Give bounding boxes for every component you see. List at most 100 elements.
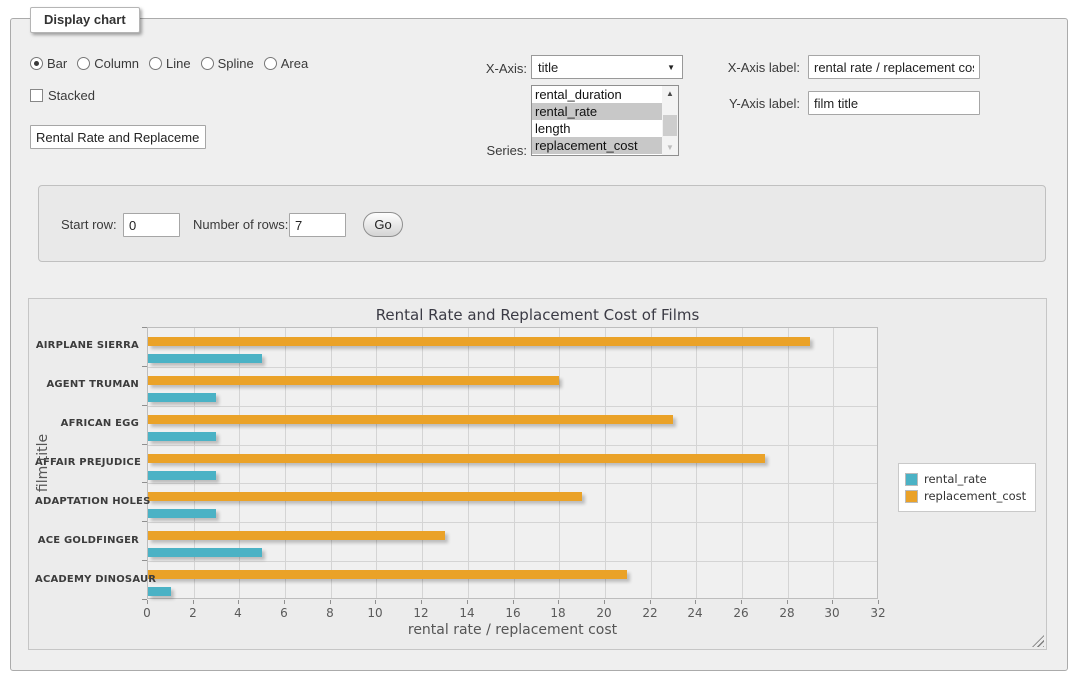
go-button[interactable]: Go — [363, 212, 403, 237]
x-tick-label: 14 — [459, 606, 475, 620]
series-option-length[interactable]: length — [535, 121, 571, 136]
radio-label: Area — [280, 56, 309, 71]
bar-rental_rate — [148, 509, 216, 518]
x-axis-label-input[interactable] — [808, 55, 980, 79]
start-row-input[interactable] — [123, 213, 180, 237]
x-axis-tick — [147, 600, 148, 604]
x-axis-tick — [787, 600, 788, 604]
legend-swatch — [905, 489, 918, 503]
x-tick-label: 22 — [642, 606, 658, 620]
radio-button[interactable] — [30, 57, 43, 70]
scrollbar-thumb[interactable] — [663, 115, 677, 136]
scrollbar-down-icon[interactable]: ▼ — [662, 140, 678, 155]
chart-type-line[interactable]: Line — [149, 56, 191, 71]
bar-rental_rate — [148, 432, 216, 441]
gridline-vertical — [376, 328, 377, 598]
legend-item-rental_rate: rental_rate — [905, 472, 1026, 486]
y-axis-tick — [142, 521, 147, 522]
x-tick-label: 6 — [280, 606, 288, 620]
chart-type-bar[interactable]: Bar — [30, 56, 67, 71]
chart-legend: rental_rate replacement_cost — [898, 463, 1037, 512]
bar-rental_rate — [148, 587, 171, 596]
bar-rental_rate — [148, 471, 216, 480]
radio-button[interactable] — [200, 57, 214, 70]
x-tick-label: 32 — [870, 606, 886, 620]
radio-label: Line — [166, 56, 191, 71]
gridline-horizontal — [148, 445, 877, 446]
start-row-label: Start row: — [61, 217, 117, 232]
chart-container: Rental Rate and Replacement Cost of Film… — [28, 298, 1047, 650]
number-of-rows-input[interactable] — [289, 213, 346, 237]
bar-replacement_cost — [148, 376, 559, 385]
y-axis-tick — [142, 366, 147, 367]
gridline-vertical — [285, 328, 286, 598]
y-axis-label-input[interactable] — [808, 91, 980, 115]
x-axis-tick — [284, 600, 285, 604]
gridline-vertical — [514, 328, 515, 598]
series-scrollbar[interactable]: ▲ ▼ — [662, 86, 678, 155]
chart-title-input[interactable] — [30, 125, 206, 149]
stacked-label: Stacked — [48, 88, 95, 103]
x-axis-tick — [741, 600, 742, 604]
y-axis-tick — [142, 599, 147, 600]
chart-type-area[interactable]: Area — [263, 56, 309, 71]
radio-button[interactable] — [77, 57, 91, 70]
x-tick-label: 24 — [687, 606, 703, 620]
x-tick-label: 16 — [505, 606, 521, 620]
stacked-checkbox-row[interactable]: Stacked — [30, 88, 95, 103]
y-axis-title: film title — [35, 433, 51, 493]
x-axis-selected-value: title — [538, 60, 559, 75]
series-option-replacement_cost[interactable]: replacement_cost — [532, 137, 663, 154]
bar-replacement_cost — [148, 531, 445, 540]
y-axis-tick — [142, 482, 147, 483]
number-of-rows-label: Number of rows: — [193, 217, 289, 232]
x-tick-label: 4 — [234, 606, 242, 620]
category-label: ADAPTATION HOLES — [35, 496, 151, 507]
gridline-vertical — [331, 328, 332, 598]
radio-label: Bar — [47, 56, 68, 71]
scrollbar-up-icon[interactable]: ▲ — [662, 86, 678, 101]
y-axis-tick — [142, 327, 147, 328]
chart-type-column[interactable]: Column — [77, 56, 139, 71]
x-axis-tick — [467, 600, 468, 604]
bar-replacement_cost — [148, 492, 582, 501]
gridline-vertical — [788, 328, 789, 598]
bar-replacement_cost — [148, 415, 673, 424]
x-tick-label: 30 — [824, 606, 840, 620]
radio-button[interactable] — [149, 57, 163, 70]
category-label: AGENT TRUMAN — [46, 379, 139, 390]
gridline-vertical — [194, 328, 195, 598]
category-label: ACE GOLDFINGER — [37, 535, 139, 546]
x-tick-label: 28 — [779, 606, 795, 620]
gridline-vertical — [422, 328, 423, 598]
stacked-checkbox[interactable] — [30, 89, 43, 102]
category-label: AFFAIR PREJUDICE — [35, 457, 141, 468]
x-axis-select[interactable]: title ▼ — [531, 55, 683, 79]
x-tick-label: 10 — [367, 606, 383, 620]
gridline-horizontal — [148, 406, 877, 407]
series-options: rental_duration rental_rate length replacem… — [532, 86, 678, 154]
gridline-horizontal — [148, 522, 877, 523]
legend-label: replacement_cost — [924, 489, 1027, 503]
legend-item-replacement_cost: replacement_cost — [905, 489, 1026, 503]
x-axis-label-label: X-Axis label: — [727, 60, 800, 75]
x-axis-tick — [832, 600, 833, 604]
y-axis-tick — [142, 405, 147, 406]
series-option-rental_rate[interactable]: rental_rate — [532, 103, 663, 120]
x-axis-tick — [513, 600, 514, 604]
x-axis-tick — [375, 600, 376, 604]
dropdown-arrow-icon: ▼ — [667, 63, 675, 72]
radio-button[interactable] — [263, 57, 277, 70]
x-axis-tick — [604, 600, 605, 604]
x-tick-label: 2 — [189, 606, 197, 620]
gridline-vertical — [651, 328, 652, 598]
resize-grip-icon[interactable] — [1032, 635, 1044, 647]
gridline-horizontal — [148, 367, 877, 368]
x-tick-label: 12 — [413, 606, 429, 620]
series-listbox[interactable]: rental_duration rental_rate length replacem… — [531, 85, 679, 156]
x-tick-label: 26 — [733, 606, 749, 620]
bar-rental_rate — [148, 548, 262, 557]
chart-type-spline[interactable]: Spline — [200, 56, 254, 71]
series-option-rental_duration[interactable]: rental_duration — [535, 87, 622, 102]
series-select-label: Series: — [486, 143, 527, 158]
